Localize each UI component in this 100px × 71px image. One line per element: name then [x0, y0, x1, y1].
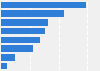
Bar: [1, 45, 33, 52]
Bar: [1, 28, 45, 34]
Bar: [1, 37, 40, 43]
Bar: [1, 19, 48, 26]
Bar: [1, 63, 7, 69]
Bar: [1, 2, 86, 8]
Bar: [1, 54, 15, 60]
Bar: [1, 11, 64, 17]
